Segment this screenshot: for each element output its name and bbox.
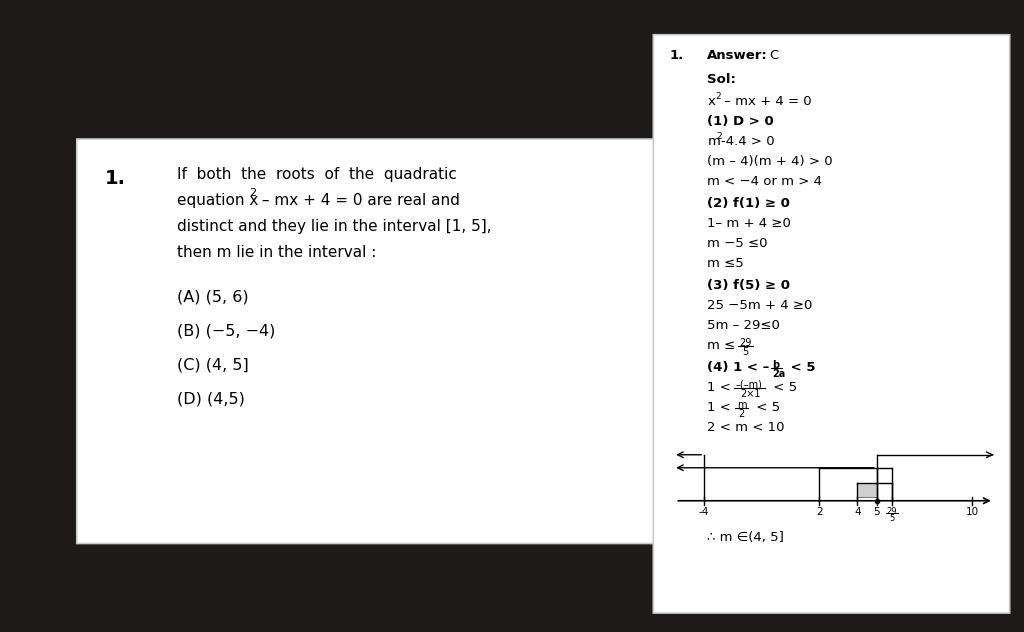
- Text: m ≤: m ≤: [708, 339, 739, 352]
- Text: 1– m + 4 ≥0: 1– m + 4 ≥0: [708, 217, 792, 230]
- Text: 5m – 29≤0: 5m – 29≤0: [708, 319, 780, 332]
- Text: 2: 2: [816, 507, 822, 517]
- Text: 5: 5: [742, 347, 749, 356]
- Text: b: b: [772, 360, 779, 370]
- Text: C: C: [769, 49, 778, 62]
- Text: Sol:: Sol:: [708, 73, 736, 86]
- Text: (A) (5, 6): (A) (5, 6): [177, 289, 249, 304]
- FancyBboxPatch shape: [653, 35, 1010, 613]
- Text: If  both  the  roots  of  the  quadratic: If both the roots of the quadratic: [177, 167, 457, 182]
- FancyBboxPatch shape: [77, 139, 655, 544]
- Text: 25 −5m + 4 ≥0: 25 −5m + 4 ≥0: [708, 299, 813, 312]
- Text: (3) f(5) ≥ 0: (3) f(5) ≥ 0: [708, 279, 791, 292]
- Text: (B) (−5, −4): (B) (−5, −4): [177, 323, 275, 338]
- Text: 2a: 2a: [772, 368, 785, 379]
- Text: (2) f(1) ≥ 0: (2) f(1) ≥ 0: [708, 197, 791, 210]
- Text: < 5: < 5: [769, 380, 798, 394]
- Text: equation x: equation x: [177, 193, 258, 208]
- Text: 1 <: 1 <: [708, 401, 735, 414]
- Text: 1 <: 1 <: [708, 380, 735, 394]
- Text: m: m: [708, 135, 720, 148]
- Text: 4: 4: [854, 507, 861, 517]
- Text: m < −4 or m > 4: m < −4 or m > 4: [708, 175, 822, 188]
- Text: 2: 2: [717, 131, 722, 141]
- Text: distinct and they lie in the interval [1, 5],: distinct and they lie in the interval [1…: [177, 219, 492, 234]
- Text: 1.: 1.: [104, 169, 126, 188]
- Text: – mx + 4 = 0: – mx + 4 = 0: [720, 95, 812, 108]
- Text: 2×1: 2×1: [740, 389, 761, 399]
- Text: ∴ m ∈(4, 5]: ∴ m ∈(4, 5]: [708, 531, 784, 544]
- Text: 2: 2: [716, 92, 721, 100]
- Text: < 5: < 5: [753, 401, 780, 414]
- Text: –(–m): –(–m): [735, 380, 762, 390]
- Text: 2: 2: [738, 409, 744, 419]
- Text: 2: 2: [249, 188, 256, 198]
- Text: 29: 29: [739, 337, 752, 348]
- Text: m: m: [737, 400, 746, 410]
- Text: (1) D > 0: (1) D > 0: [708, 115, 774, 128]
- Text: (C) (4, 5]: (C) (4, 5]: [177, 357, 249, 372]
- Text: 1.: 1.: [670, 49, 684, 62]
- Text: m −5 ≤0: m −5 ≤0: [708, 237, 768, 250]
- Text: 10: 10: [966, 507, 979, 517]
- Text: 5: 5: [873, 507, 880, 517]
- Text: then m lie in the interval :: then m lie in the interval :: [177, 245, 376, 260]
- Text: Answer:: Answer:: [708, 49, 768, 62]
- Text: (m – 4)(m + 4) > 0: (m – 4)(m + 4) > 0: [708, 155, 833, 167]
- Text: (D) (4,5): (D) (4,5): [177, 391, 245, 406]
- Text: 5: 5: [889, 514, 895, 523]
- Text: x: x: [708, 95, 715, 108]
- Text: – mx + 4 = 0 are real and: – mx + 4 = 0 are real and: [257, 193, 460, 208]
- Text: 29: 29: [887, 507, 897, 516]
- Text: m ≤5: m ≤5: [708, 257, 744, 270]
- Text: -4.4 > 0: -4.4 > 0: [721, 135, 775, 148]
- Text: 2 < m < 10: 2 < m < 10: [708, 421, 784, 434]
- Text: < 5: < 5: [786, 361, 816, 374]
- Bar: [857, 483, 877, 497]
- Text: -4: -4: [699, 507, 710, 517]
- Text: (4) 1 < –: (4) 1 < –: [708, 361, 770, 374]
